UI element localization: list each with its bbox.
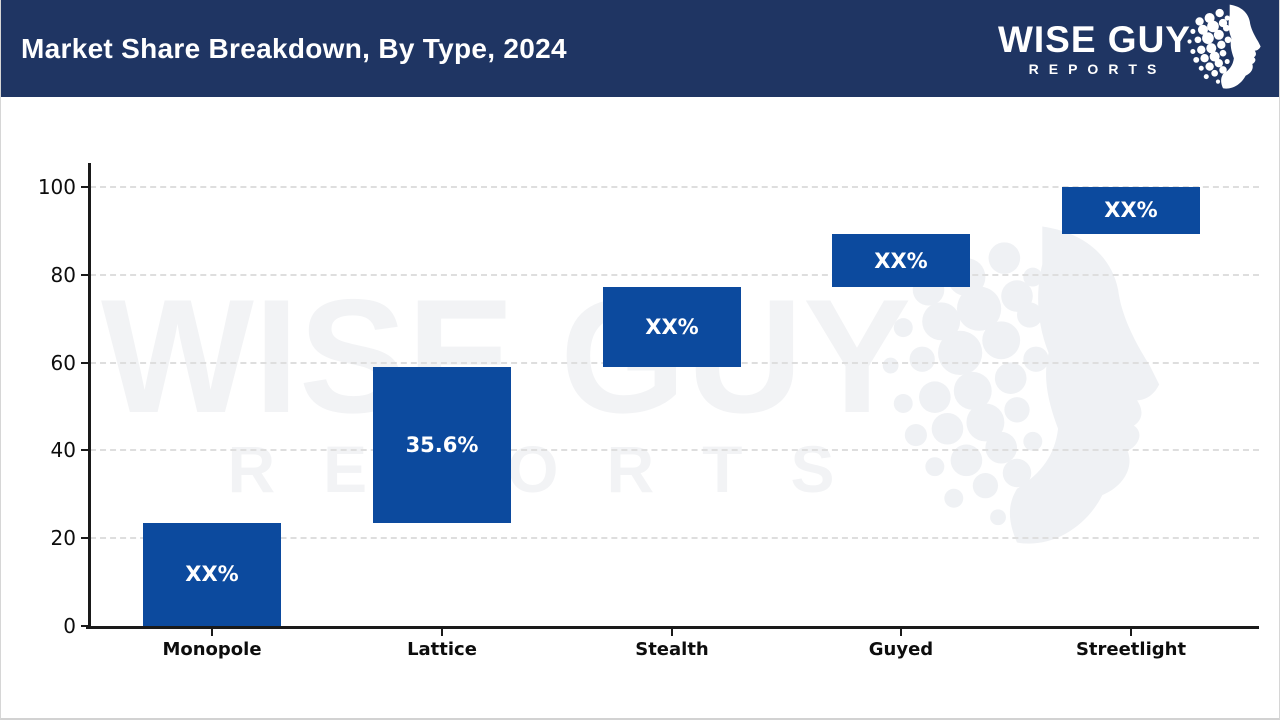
x-tick-mark-stealth	[671, 629, 673, 636]
gridline-80	[90, 273, 1259, 276]
x-tick-mark-guyed	[900, 629, 902, 636]
y-tick-mark-20	[81, 537, 90, 540]
gridline-20	[90, 537, 1259, 540]
page-title: Market Share Breakdown, By Type, 2024	[21, 32, 567, 64]
x-tick-mark-streetlight	[1130, 629, 1132, 636]
x-tick-mark-lattice	[441, 629, 443, 636]
bar-value-label-monopole: XX%	[185, 562, 239, 587]
bar-stealth: XX%	[603, 287, 741, 367]
y-tick-label-40: 40	[50, 438, 76, 463]
x-category-label-streetlight: Streetlight	[1075, 639, 1187, 660]
y-tick-label-80: 80	[50, 262, 76, 287]
y-tick-mark-40	[81, 449, 90, 452]
brand-subname: REPORTS	[1028, 61, 1167, 77]
x-category-label-stealth: Stealth	[635, 639, 709, 660]
brand-name: WISE GUY	[997, 19, 1191, 60]
brand-logo-text: WISE GUY REPORTS	[998, 21, 1191, 76]
y-tick-label-20: 20	[50, 526, 76, 551]
bar-value-label-stealth: XX%	[645, 314, 699, 339]
x-category-label-lattice: Lattice	[407, 639, 477, 660]
y-tick-mark-80	[81, 273, 90, 276]
bar-monopole: XX%	[143, 522, 281, 626]
y-tick-mark-100	[81, 186, 90, 188]
x-tick-mark-monopole	[211, 629, 213, 636]
bar-lattice: 35.6%	[373, 366, 511, 523]
y-tick-label-100: 100	[37, 175, 76, 199]
watermark-brand-subname: REPORTS	[227, 432, 883, 506]
x-category-label-monopole: Monopole	[162, 639, 262, 660]
bar-streetlight: XX%	[1062, 187, 1200, 234]
bar-value-label-guyed: XX%	[874, 248, 928, 273]
x-axis	[86, 626, 1259, 629]
y-tick-mark-60	[81, 361, 90, 364]
header-bar: Market Share Breakdown, By Type, 2024 WI…	[1, 0, 1279, 97]
bar-value-label-lattice: 35.6%	[405, 432, 479, 457]
y-tick-mark-0	[81, 625, 90, 627]
y-axis	[88, 163, 91, 629]
bar-guyed: XX%	[832, 233, 970, 288]
bar-value-label-streetlight: XX%	[1104, 198, 1158, 223]
gridline-100	[90, 186, 1259, 188]
y-tick-label-0: 0	[63, 614, 76, 638]
x-category-label-guyed: Guyed	[868, 639, 934, 660]
y-tick-label-60: 60	[50, 350, 76, 375]
brand-logo: WISE GUY REPORTS	[998, 3, 1269, 95]
gridline-40	[90, 449, 1259, 452]
